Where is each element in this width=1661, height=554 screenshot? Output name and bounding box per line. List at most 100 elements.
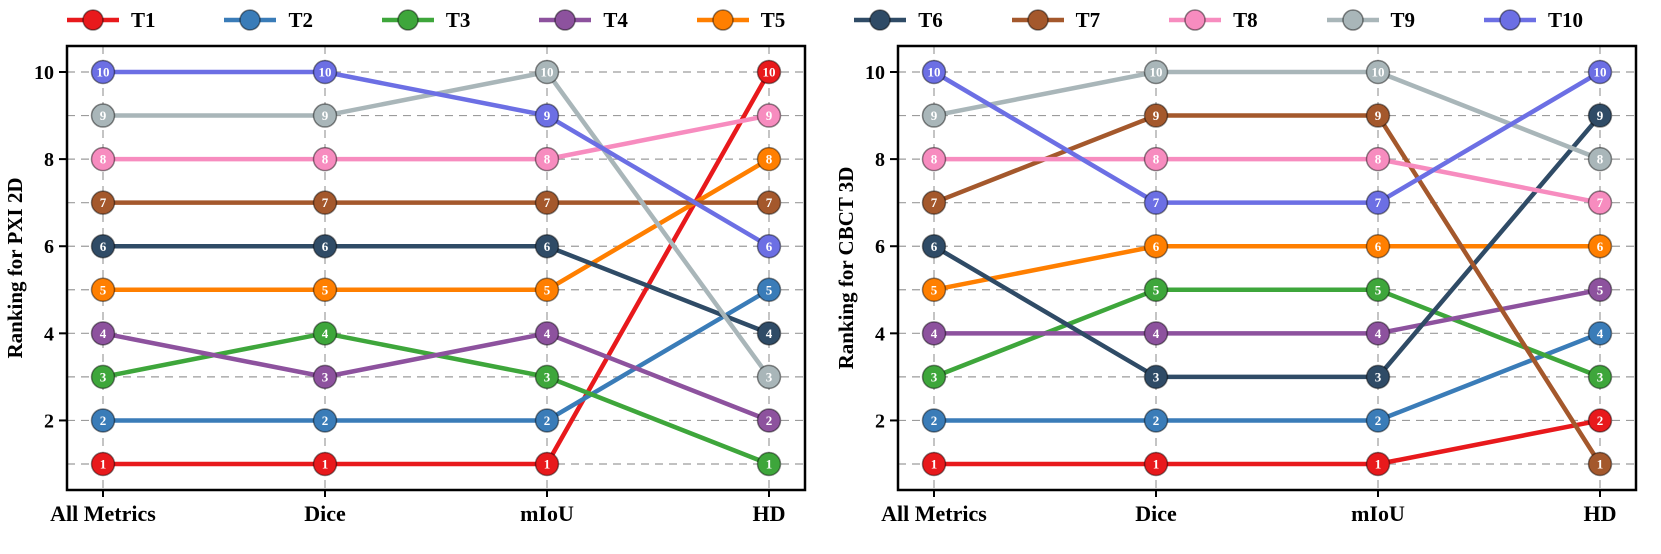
data-point-rank-label: 5 bbox=[1375, 282, 1382, 297]
data-point-T2 bbox=[312, 408, 338, 433]
legend-label: T3 bbox=[445, 7, 471, 32]
y-tick-label: 2 bbox=[44, 410, 54, 432]
data-point-rank-label: 8 bbox=[544, 152, 551, 167]
data-point-rank-label: 1 bbox=[1597, 457, 1604, 472]
data-point-rank-label: 10 bbox=[1150, 65, 1163, 80]
data-point-T8 bbox=[90, 146, 116, 172]
data-point-T10 bbox=[90, 59, 116, 85]
y-tick-label: 4 bbox=[875, 323, 885, 345]
legend-item-T9: T9 bbox=[1324, 8, 1415, 33]
data-point-T8 bbox=[312, 146, 338, 172]
x-category-label: Dice bbox=[304, 501, 346, 526]
data-point-rank-label: 7 bbox=[544, 195, 551, 210]
series-line-T4 bbox=[100, 331, 772, 423]
data-point-T10 bbox=[921, 59, 947, 85]
data-point-rank-label: 6 bbox=[1597, 239, 1604, 254]
data-point-rank-label: 5 bbox=[766, 282, 773, 297]
legend-item-T7: T7 bbox=[1009, 8, 1100, 33]
legend-marker-icon bbox=[539, 9, 592, 31]
data-point-rank-label: 5 bbox=[1153, 282, 1160, 297]
data-point-rank-label: 9 bbox=[322, 108, 329, 123]
data-point-T8 bbox=[534, 146, 560, 172]
data-point-rank-label: 7 bbox=[1153, 195, 1160, 210]
data-point-T5 bbox=[921, 277, 947, 303]
data-point-rank-label: 9 bbox=[1597, 108, 1604, 123]
data-point-rank-label: 1 bbox=[931, 457, 938, 472]
series-line-T5 bbox=[100, 156, 772, 293]
data-point-T9 bbox=[1587, 146, 1613, 172]
data-point-T10 bbox=[1365, 190, 1391, 215]
data-point-rank-label: 10 bbox=[319, 65, 332, 80]
data-point-rank-label: 5 bbox=[931, 282, 938, 297]
legend-item-T2: T2 bbox=[221, 8, 313, 33]
data-point-T3 bbox=[312, 321, 338, 346]
data-point-rank-label: 10 bbox=[541, 65, 554, 80]
data-point-T9 bbox=[1365, 59, 1391, 85]
legend-label: T8 bbox=[1233, 7, 1258, 32]
data-point-T4 bbox=[1365, 321, 1391, 346]
series-line-T6 bbox=[931, 113, 1603, 380]
data-point-T3 bbox=[921, 364, 947, 390]
legend-label: T10 bbox=[1547, 7, 1583, 32]
data-point-T3 bbox=[1587, 364, 1613, 390]
data-point-rank-label: 10 bbox=[97, 65, 110, 80]
legend-marker-icon bbox=[696, 9, 749, 31]
data-point-T6 bbox=[1143, 364, 1169, 390]
y-axis-label: Ranking for PXI 2D bbox=[3, 177, 27, 358]
data-point-rank-label: 2 bbox=[1597, 413, 1604, 428]
data-point-rank-label: 8 bbox=[1375, 152, 1382, 167]
data-point-T9 bbox=[921, 103, 947, 128]
data-point-rank-label: 4 bbox=[322, 326, 329, 341]
y-tick-label: 10 bbox=[34, 62, 54, 84]
data-point-T1 bbox=[756, 59, 782, 85]
data-point-rank-label: 9 bbox=[544, 108, 551, 123]
data-point-rank-label: 2 bbox=[1375, 413, 1382, 428]
series-line-T9 bbox=[100, 69, 772, 380]
series-line-T6 bbox=[100, 243, 772, 336]
data-point-rank-label: 2 bbox=[1153, 413, 1160, 428]
data-point-T5 bbox=[90, 277, 116, 303]
data-point-T4 bbox=[90, 321, 116, 346]
data-point-T7 bbox=[1365, 103, 1391, 128]
data-point-T3 bbox=[756, 451, 782, 477]
data-point-rank-label: 6 bbox=[100, 239, 107, 254]
legend: T1 T2 T3 T4 T5 T6 T7 T8 T9 T10 bbox=[0, 0, 1661, 36]
data-point-T6 bbox=[1365, 364, 1391, 390]
x-category-label: mIoU bbox=[520, 501, 574, 526]
data-point-T6 bbox=[756, 321, 782, 346]
data-point-rank-label: 3 bbox=[322, 369, 329, 384]
data-point-rank-label: 8 bbox=[766, 152, 773, 167]
data-point-rank-label: 3 bbox=[766, 369, 773, 384]
data-point-T1 bbox=[1143, 451, 1169, 477]
data-point-rank-label: 6 bbox=[1153, 239, 1160, 254]
data-point-rank-label: 10 bbox=[1594, 65, 1607, 80]
series-line-T2 bbox=[931, 331, 1603, 423]
data-point-rank-label: 2 bbox=[931, 413, 938, 428]
data-point-T3 bbox=[1365, 277, 1391, 303]
data-point-rank-label: 5 bbox=[544, 282, 551, 297]
data-point-T10 bbox=[312, 59, 338, 85]
data-point-T4 bbox=[756, 408, 782, 433]
data-point-rank-label: 2 bbox=[766, 413, 773, 428]
data-point-T5 bbox=[756, 146, 782, 172]
legend-item-T3: T3 bbox=[379, 7, 471, 33]
data-point-T4 bbox=[312, 364, 338, 390]
data-point-rank-label: 3 bbox=[544, 369, 551, 384]
series-line-T4 bbox=[931, 287, 1603, 336]
data-point-rank-label: 1 bbox=[544, 457, 551, 472]
legend-item-T5: T5 bbox=[694, 8, 785, 33]
data-point-rank-label: 9 bbox=[1375, 108, 1382, 123]
legend-marker-icon bbox=[224, 9, 277, 31]
data-point-T5 bbox=[312, 277, 338, 303]
data-point-rank-label: 8 bbox=[100, 152, 107, 167]
series-line-T8 bbox=[100, 113, 772, 162]
data-point-rank-label: 9 bbox=[100, 108, 107, 123]
data-point-T3 bbox=[534, 364, 560, 390]
data-point-T8 bbox=[1587, 190, 1613, 215]
data-point-rank-label: 3 bbox=[100, 369, 107, 384]
data-point-rank-label: 9 bbox=[1153, 108, 1160, 123]
data-point-T1 bbox=[534, 451, 560, 477]
legend-marker-icon bbox=[381, 9, 434, 31]
series-line-T5 bbox=[931, 243, 1603, 293]
legend-marker-icon bbox=[67, 9, 119, 31]
